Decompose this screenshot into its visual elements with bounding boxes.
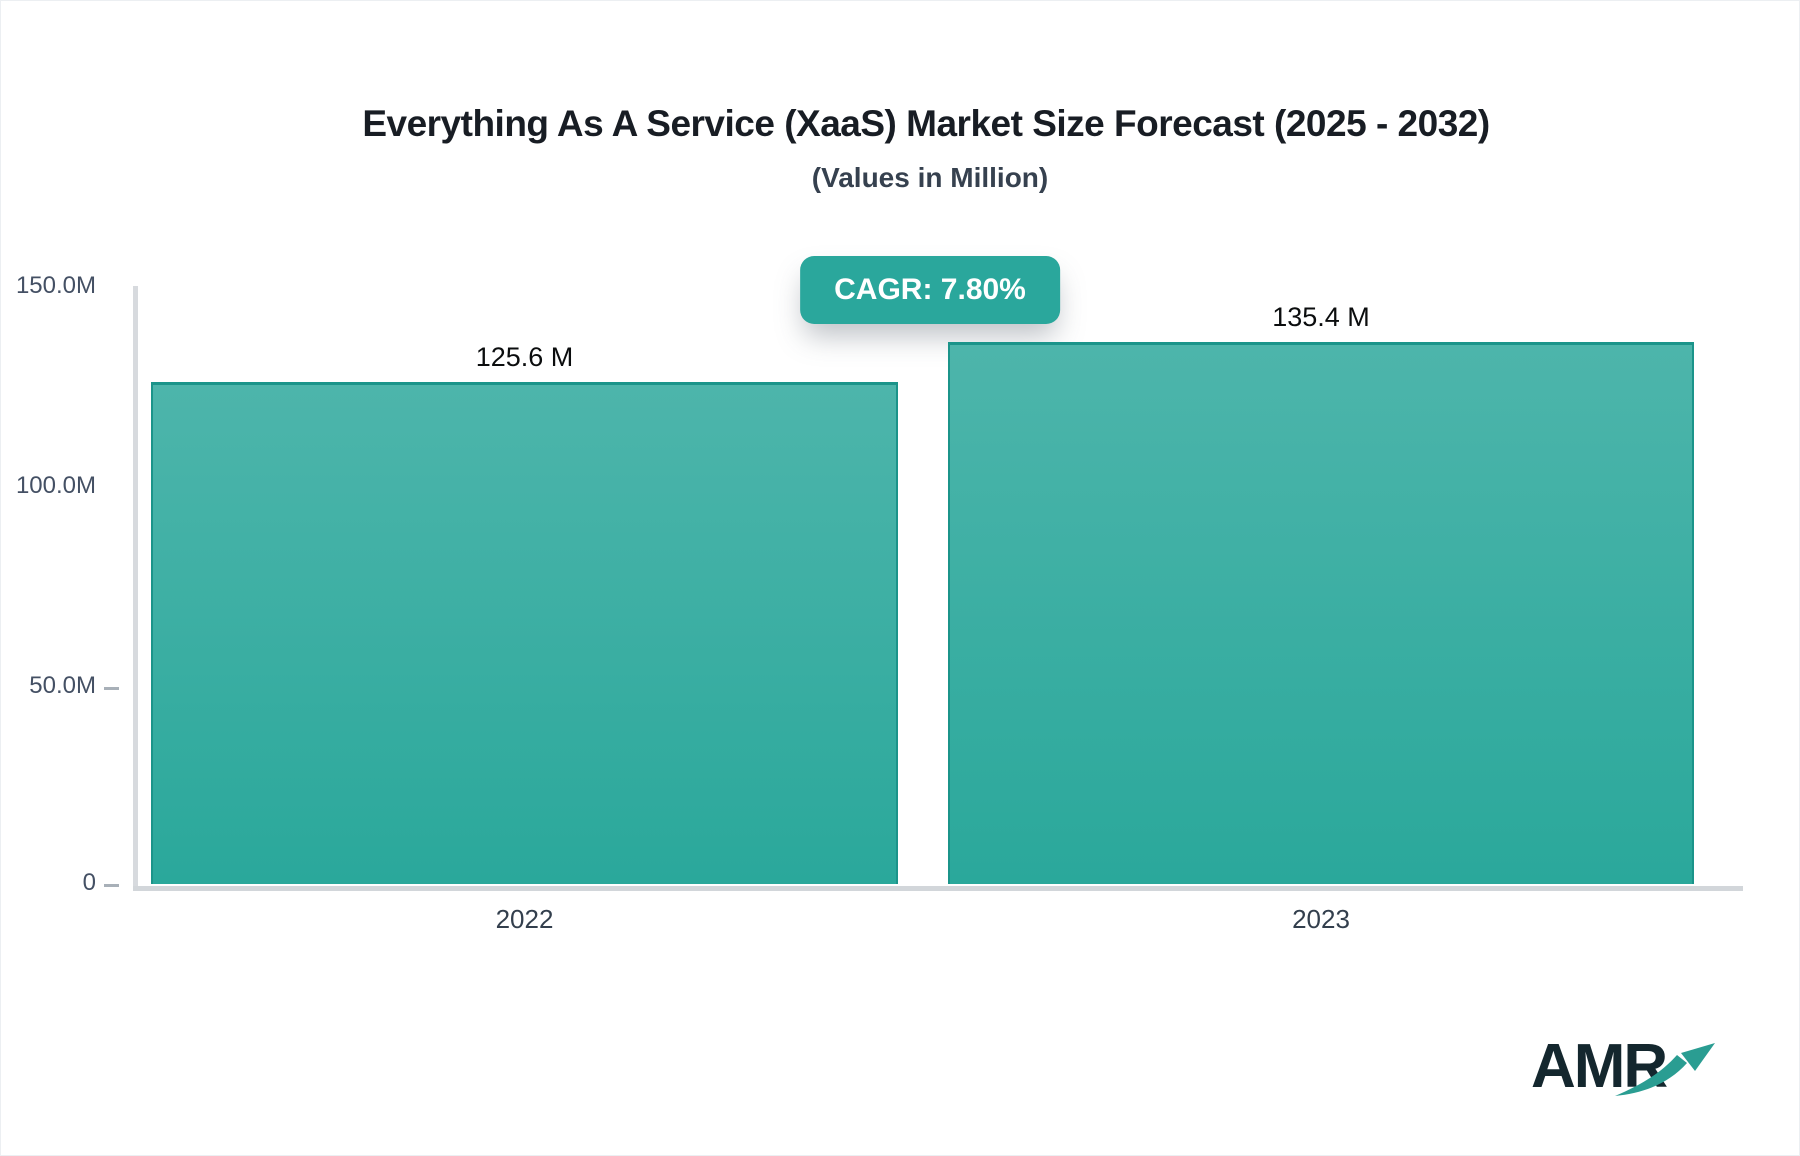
y-tick-mark-0 [104, 884, 119, 887]
bar-value-label-2023: 135.4 M [1272, 302, 1370, 332]
chart-subtitle: (Values in Million) [811, 162, 1049, 193]
y-tick-mark-50m [104, 687, 119, 690]
bar-group-2023: 135.4 M [948, 302, 1694, 884]
cagr-badge: CAGR: 7.80% [800, 256, 1060, 324]
chart-title: Everything As A Service (XaaS) Market Si… [362, 103, 1490, 144]
growth-arrow-icon [1615, 1043, 1715, 1096]
x-tick-label-2023: 2023 [1292, 904, 1350, 934]
y-tick-label-150m: 150.0M [15, 272, 96, 299]
bar-2022 [151, 382, 898, 884]
amr-logo: AMR [1531, 1033, 1731, 1113]
x-axis-line [133, 886, 1743, 891]
y-tick-label-0: 0 [82, 869, 96, 896]
x-tick-label-2022: 2022 [495, 904, 554, 934]
y-axis-line [133, 286, 138, 891]
bar-group-2022: 125.6 M [151, 342, 898, 884]
y-tick-label-50m: 50.0M [29, 672, 96, 699]
bar-2023 [948, 342, 1694, 884]
bar-value-label-2022: 125.6 M [475, 342, 574, 372]
y-tick-label-100m: 100.0M [15, 472, 96, 499]
